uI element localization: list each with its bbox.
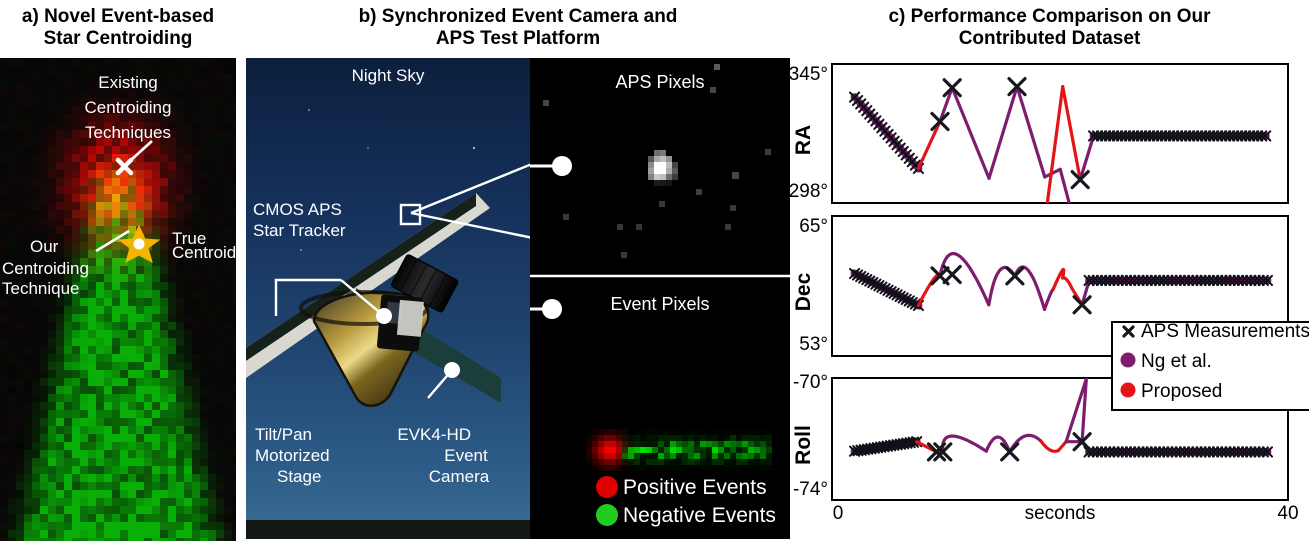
- svg-text:Technique: Technique: [2, 279, 80, 298]
- svg-text:Star Tracker: Star Tracker: [253, 221, 346, 240]
- svg-text:40: 40: [1277, 503, 1298, 524]
- svg-text:Negative Events: Negative Events: [623, 504, 776, 527]
- svg-text:Existing: Existing: [98, 73, 158, 92]
- svg-text:Roll: Roll: [792, 425, 815, 465]
- svg-text:CMOS APS: CMOS APS: [253, 200, 342, 219]
- svg-text:Stage: Stage: [277, 467, 321, 486]
- svg-text:Proposed: Proposed: [1141, 381, 1222, 402]
- svg-text:Motorized: Motorized: [255, 446, 330, 465]
- svg-text:Ng et al.: Ng et al.: [1141, 351, 1212, 372]
- svg-text:Tilt/Pan: Tilt/Pan: [255, 425, 312, 444]
- svg-text:Techniques: Techniques: [85, 123, 171, 142]
- svg-text:Centroid: Centroid: [172, 243, 236, 262]
- svg-text:Positive Events: Positive Events: [623, 476, 767, 499]
- svg-text:Night Sky: Night Sky: [352, 66, 425, 85]
- svg-text:Event: Event: [444, 446, 488, 465]
- svg-text:EVK4-HD: EVK4-HD: [397, 425, 471, 444]
- svg-text:APS Measurements: APS Measurements: [1141, 321, 1309, 342]
- svg-text:Centroiding: Centroiding: [2, 259, 89, 278]
- svg-text:Our: Our: [30, 237, 59, 256]
- svg-text:298°: 298°: [790, 181, 828, 202]
- svg-text:Dec: Dec: [792, 272, 815, 311]
- svg-text:seconds: seconds: [1025, 503, 1096, 524]
- svg-text:Camera: Camera: [429, 467, 490, 486]
- svg-text:0: 0: [833, 503, 844, 524]
- svg-text:53°: 53°: [799, 334, 828, 355]
- svg-text:RA: RA: [792, 125, 815, 155]
- svg-text:APS Pixels: APS Pixels: [615, 72, 704, 92]
- svg-text:Centroiding: Centroiding: [85, 98, 172, 117]
- svg-text:345°: 345°: [790, 64, 828, 85]
- svg-text:-70°: -70°: [793, 372, 828, 393]
- svg-text:-74°: -74°: [793, 479, 828, 500]
- svg-text:65°: 65°: [799, 216, 828, 237]
- svg-text:Event Pixels: Event Pixels: [610, 294, 709, 314]
